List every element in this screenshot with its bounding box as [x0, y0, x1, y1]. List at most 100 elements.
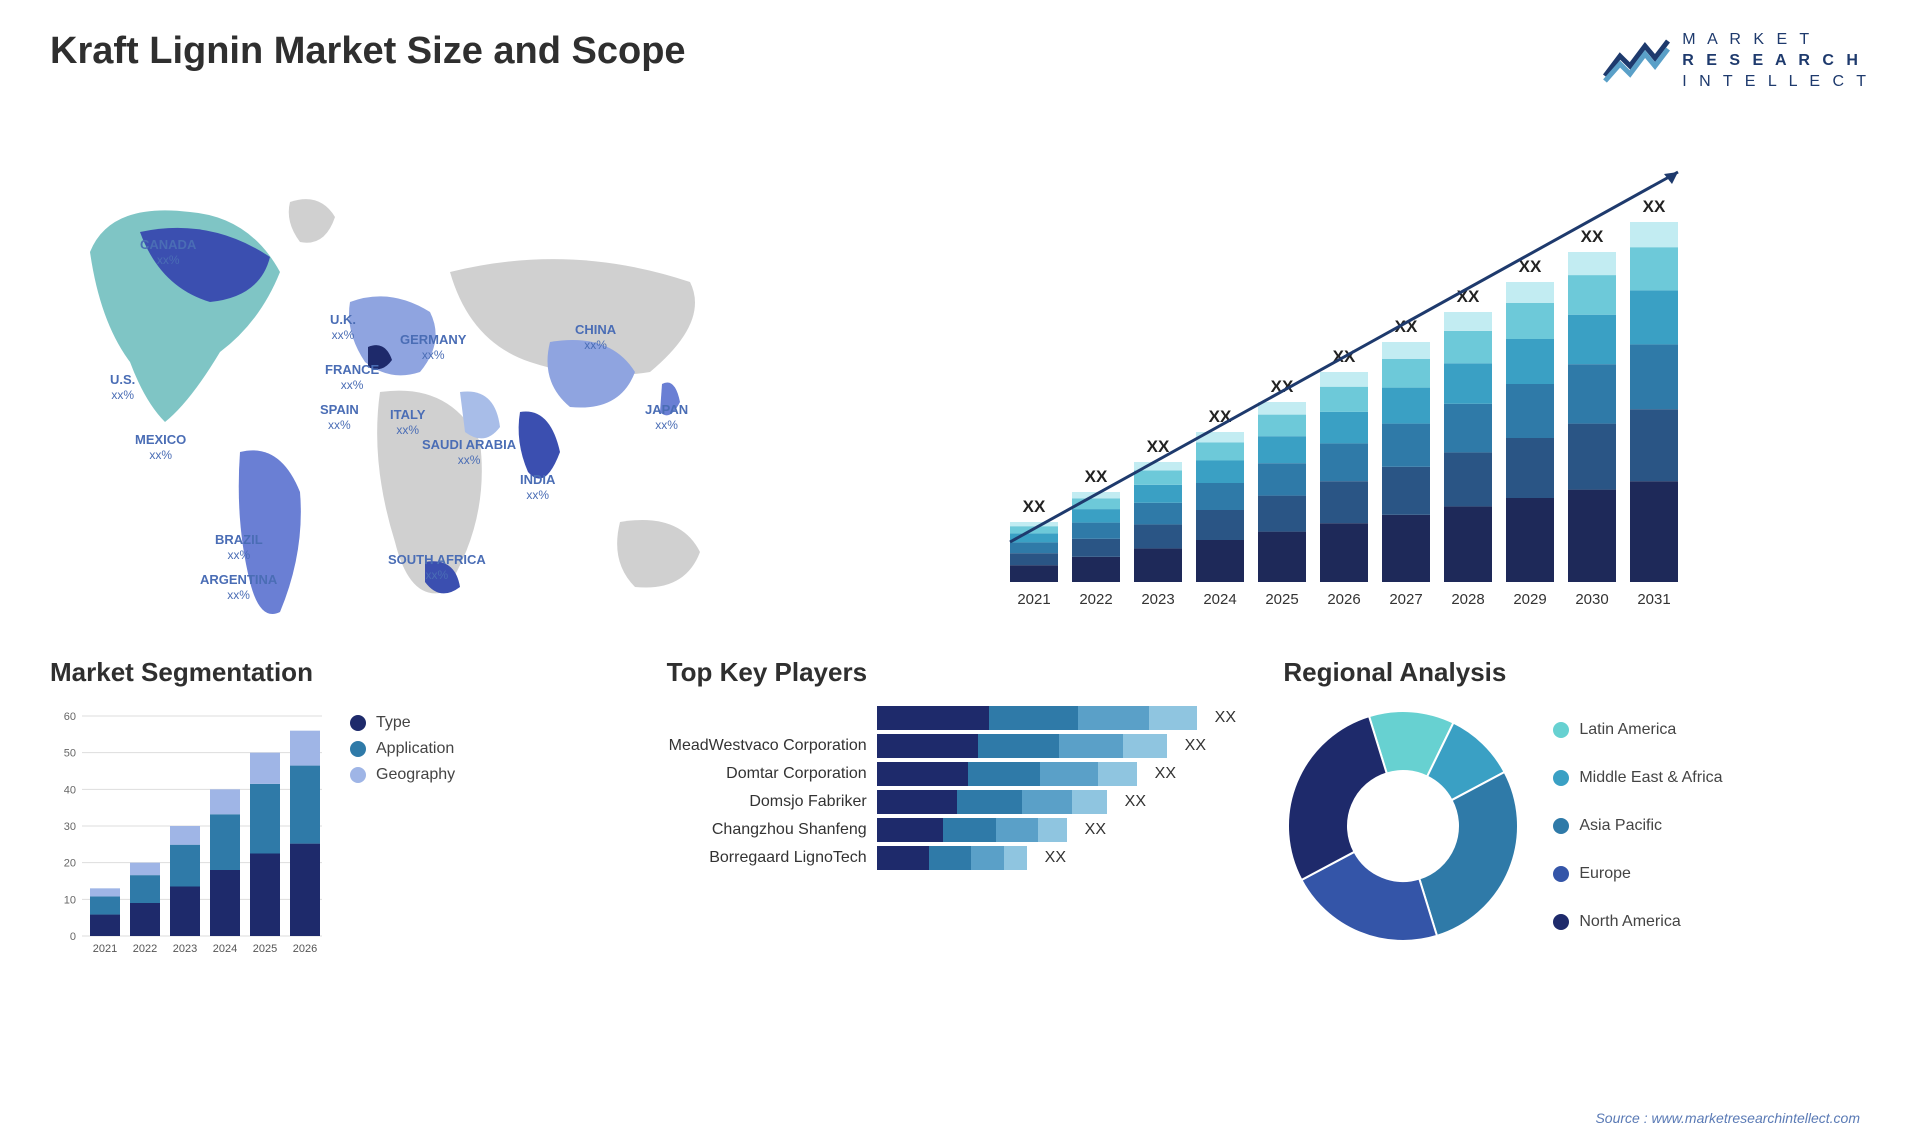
- legend-label: Asia Pacific: [1579, 817, 1662, 835]
- svg-text:10: 10: [64, 895, 76, 907]
- legend-dot: [1553, 770, 1569, 786]
- player-row: XX: [667, 706, 1254, 730]
- regional-legend: Latin America Middle East & Africa Asia Pa…: [1553, 713, 1722, 939]
- logo-line3: I N T E L L E C T: [1682, 72, 1870, 93]
- svg-text:30: 30: [64, 821, 76, 833]
- svg-text:2025: 2025: [1265, 591, 1298, 608]
- segmentation-legend: Type Application Geography: [350, 706, 455, 792]
- segmentation-chart: 0102030405060202120222023202420252026: [50, 706, 330, 966]
- svg-text:0: 0: [70, 931, 76, 943]
- map-label: U.K.xx%: [330, 312, 356, 342]
- player-value: XX: [1185, 737, 1206, 755]
- map-label: INDIAxx%: [520, 472, 555, 502]
- map-label: CANADAxx%: [140, 237, 196, 267]
- svg-text:2028: 2028: [1451, 591, 1484, 608]
- map-label: ITALYxx%: [390, 407, 425, 437]
- legend-item: Geography: [350, 766, 455, 784]
- player-value: XX: [1045, 849, 1066, 867]
- svg-text:2027: 2027: [1389, 591, 1422, 608]
- regional-panel: Regional Analysis Latin America Middle Ea…: [1283, 657, 1870, 966]
- svg-text:60: 60: [64, 711, 76, 723]
- svg-text:2031: 2031: [1637, 591, 1670, 608]
- growth-bar-chart: 2021XX2022XX2023XX2024XX2025XX2026XX2027…: [980, 122, 1870, 622]
- player-label: Changzhou Shanfeng: [667, 821, 867, 839]
- map-label: JAPANxx%: [645, 402, 688, 432]
- svg-text:2023: 2023: [1141, 591, 1174, 608]
- svg-text:2029: 2029: [1513, 591, 1546, 608]
- svg-text:XX: XX: [1023, 497, 1046, 516]
- player-value: XX: [1155, 765, 1176, 783]
- svg-text:50: 50: [64, 748, 76, 760]
- player-label: Domsjo Fabriker: [667, 793, 867, 811]
- player-value: XX: [1215, 709, 1236, 727]
- map-label: FRANCExx%: [325, 362, 379, 392]
- svg-text:2030: 2030: [1575, 591, 1608, 608]
- regional-donut-chart: [1283, 706, 1523, 946]
- svg-text:2026: 2026: [1327, 591, 1360, 608]
- map-label: BRAZILxx%: [215, 532, 263, 562]
- logo-line2: R E S E A R C H: [1682, 51, 1870, 72]
- legend-item: North America: [1553, 913, 1722, 931]
- legend-dot: [350, 715, 366, 731]
- legend-dot: [1553, 818, 1569, 834]
- player-row: Domtar Corporation XX: [667, 762, 1254, 786]
- map-label: MEXICOxx%: [135, 432, 186, 462]
- player-bar: [877, 818, 1067, 842]
- segmentation-panel: Market Segmentation 0 10 20 30 40 50 60 2021 202…: [50, 657, 637, 966]
- player-label: MeadWestvaco Corporation: [667, 737, 867, 755]
- player-bar: [877, 790, 1107, 814]
- svg-text:XX: XX: [1147, 437, 1170, 456]
- player-row: Borregaard LignoTech XX: [667, 846, 1254, 870]
- legend-item: Middle East & Africa: [1553, 769, 1722, 787]
- legend-label: Application: [376, 740, 454, 758]
- legend-item: Asia Pacific: [1553, 817, 1722, 835]
- logo-line1: M A R K E T: [1682, 30, 1870, 51]
- svg-text:2022: 2022: [1079, 591, 1112, 608]
- svg-text:2023: 2023: [173, 943, 197, 955]
- legend-label: Middle East & Africa: [1579, 769, 1722, 787]
- legend-dot: [350, 741, 366, 757]
- legend-label: Latin America: [1579, 721, 1676, 739]
- map-label: SOUTH AFRICAxx%: [388, 552, 486, 582]
- legend-item: Latin America: [1553, 721, 1722, 739]
- regional-title: Regional Analysis: [1283, 657, 1870, 688]
- player-value: XX: [1125, 793, 1146, 811]
- svg-text:40: 40: [64, 785, 76, 797]
- svg-text:20: 20: [64, 858, 76, 870]
- legend-dot: [350, 767, 366, 783]
- key-players-chart: XXMeadWestvaco CorporationXXDomtar Corpo…: [667, 706, 1254, 870]
- player-row: Changzhou Shanfeng XX: [667, 818, 1254, 842]
- map-label: CHINAxx%: [575, 322, 616, 352]
- source-text: Source : www.marketresearchintellect.com: [1595, 1110, 1860, 1126]
- legend-label: Europe: [1579, 865, 1631, 883]
- svg-text:XX: XX: [1085, 467, 1108, 486]
- player-value: XX: [1085, 821, 1106, 839]
- map-label: U.S.xx%: [110, 372, 135, 402]
- svg-text:XX: XX: [1643, 197, 1666, 216]
- legend-dot: [1553, 866, 1569, 882]
- svg-text:XX: XX: [1209, 407, 1232, 426]
- svg-text:2021: 2021: [93, 943, 117, 955]
- svg-text:2022: 2022: [133, 943, 157, 955]
- map-label: SPAINxx%: [320, 402, 359, 432]
- player-row: MeadWestvaco Corporation XX: [667, 734, 1254, 758]
- map-label: ARGENTINAxx%: [200, 572, 277, 602]
- legend-label: Type: [376, 714, 411, 732]
- map-label: SAUDI ARABIAxx%: [422, 437, 516, 467]
- player-bar: [877, 706, 1197, 730]
- logo-icon: [1600, 36, 1670, 86]
- page-title: Kraft Lignin Market Size and Scope: [50, 30, 686, 73]
- svg-text:XX: XX: [1581, 227, 1604, 246]
- player-label: Borregaard LignoTech: [667, 849, 867, 867]
- player-label: Domtar Corporation: [667, 765, 867, 783]
- player-bar: [877, 846, 1027, 870]
- segmentation-title: Market Segmentation: [50, 657, 637, 688]
- svg-text:2025: 2025: [253, 943, 277, 955]
- player-row: Domsjo Fabriker XX: [667, 790, 1254, 814]
- key-players-panel: Top Key Players XXMeadWestvaco Corporati…: [667, 657, 1254, 966]
- svg-text:2024: 2024: [1203, 591, 1236, 608]
- key-players-title: Top Key Players: [667, 657, 1254, 688]
- legend-item: Application: [350, 740, 455, 758]
- legend-item: Europe: [1553, 865, 1722, 883]
- map-label: GERMANYxx%: [400, 332, 466, 362]
